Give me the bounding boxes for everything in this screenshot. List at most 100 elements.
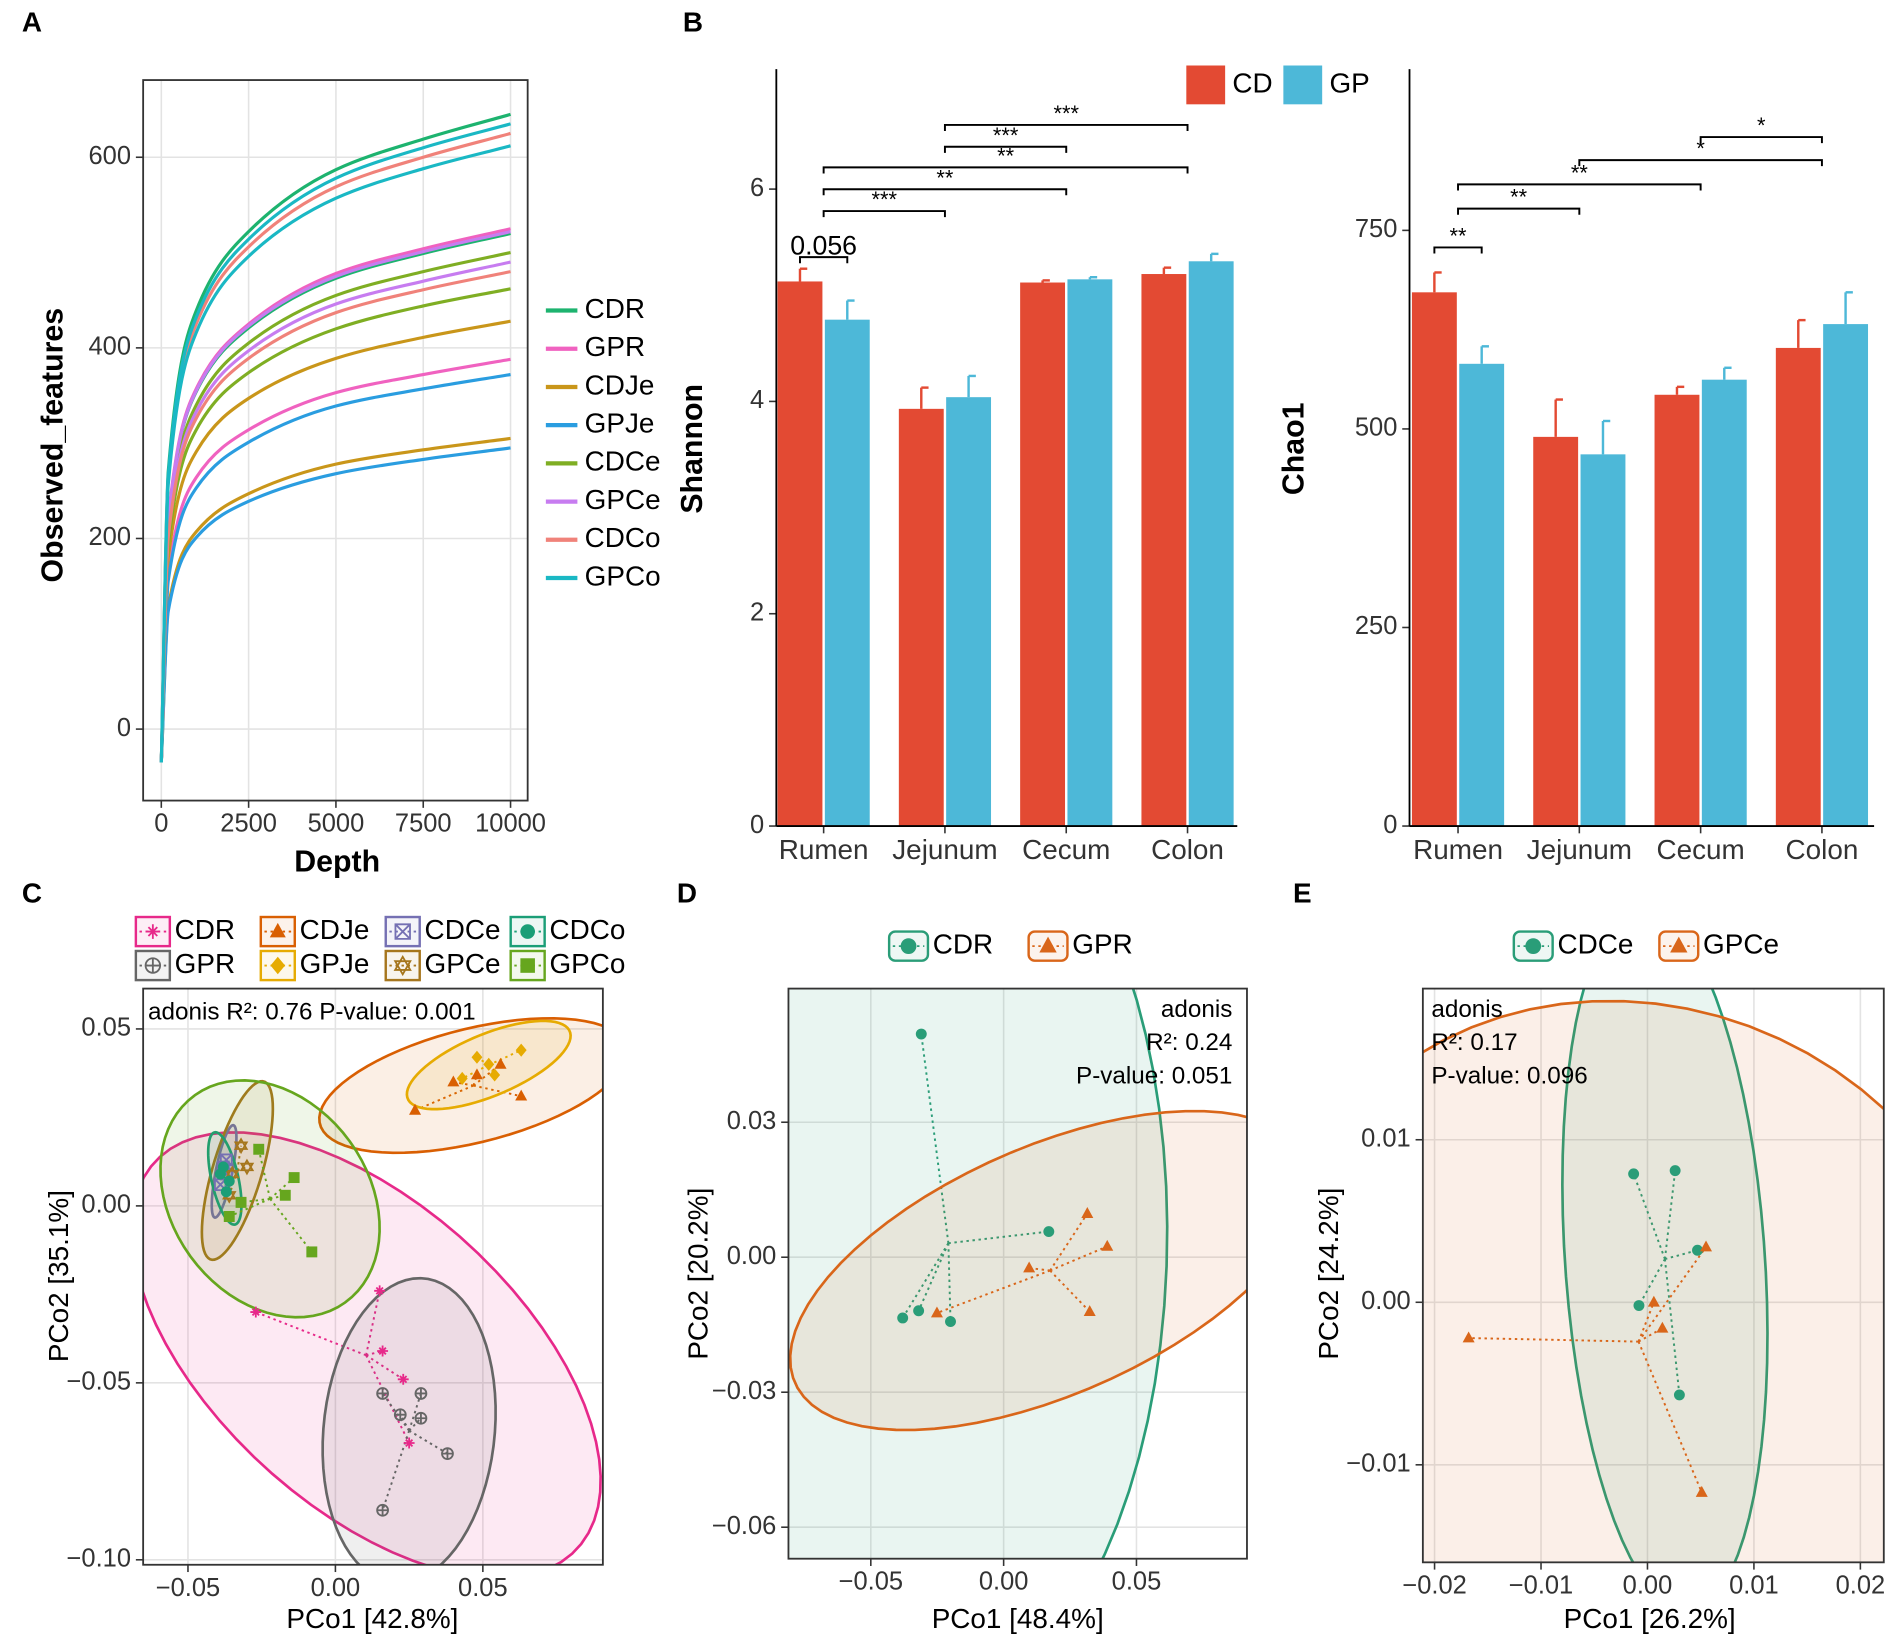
significance-label: ** bbox=[1450, 224, 1467, 249]
point bbox=[376, 1503, 389, 1517]
legend-marker bbox=[393, 954, 412, 977]
y-tick-label: 4 bbox=[750, 386, 764, 414]
y-tick-label: −0.03 bbox=[712, 1377, 776, 1405]
legend-label: CDCe bbox=[585, 446, 661, 477]
spider-line bbox=[1637, 1301, 1655, 1342]
point bbox=[483, 1057, 495, 1071]
point bbox=[233, 1137, 249, 1155]
legend-label: GPCo bbox=[585, 560, 661, 591]
spider-line bbox=[1637, 1246, 1707, 1343]
point bbox=[376, 1387, 389, 1400]
panel-letter: B bbox=[683, 7, 703, 38]
point bbox=[913, 1305, 925, 1317]
spider-line bbox=[255, 1311, 367, 1357]
spider-line bbox=[461, 1064, 490, 1080]
spider-line bbox=[472, 1074, 478, 1086]
rarefaction-curve bbox=[159, 446, 511, 763]
point bbox=[377, 1345, 389, 1357]
x-axis-title: PCo1 [26.2%] bbox=[1564, 1603, 1736, 1634]
x-axis-title: PCo1 [48.4%] bbox=[932, 1603, 1104, 1634]
y-axis-title: PCo2 [20.2%] bbox=[682, 1188, 713, 1360]
point bbox=[447, 1075, 460, 1087]
legend-label: GPCe bbox=[1703, 929, 1779, 960]
y-tick-label: 0.03 bbox=[727, 1107, 777, 1135]
significance-label: *** bbox=[1053, 101, 1079, 126]
y-tick-label: 250 bbox=[1355, 612, 1398, 640]
x-tick-label: Rumen bbox=[779, 834, 869, 865]
x-tick-label: 0.05 bbox=[458, 1574, 508, 1602]
legend-marker bbox=[900, 938, 917, 955]
y-tick-label: 6 bbox=[750, 174, 764, 202]
panel-letter: C bbox=[22, 878, 42, 909]
spider-line bbox=[936, 1269, 1051, 1314]
legend-label: CDCe bbox=[1557, 929, 1633, 960]
plot-frame bbox=[1421, 987, 1885, 1564]
point bbox=[1462, 1331, 1475, 1343]
bar bbox=[1459, 363, 1505, 827]
legend-label: CDJe bbox=[585, 369, 655, 400]
spider-line bbox=[257, 1149, 271, 1200]
legend-swatch bbox=[1283, 65, 1323, 105]
point bbox=[223, 1211, 235, 1222]
panel-letter: D bbox=[677, 878, 697, 909]
significance-bracket bbox=[1699, 136, 1823, 144]
spider-line bbox=[1049, 1245, 1108, 1272]
plot-layer bbox=[1422, 988, 1884, 1563]
spider-line bbox=[228, 1197, 271, 1218]
point bbox=[253, 1143, 265, 1155]
legend-label: CDR bbox=[175, 914, 235, 945]
spider-line bbox=[473, 1084, 522, 1098]
spider-line bbox=[236, 1145, 243, 1171]
legend-swatch bbox=[1186, 65, 1226, 105]
point bbox=[945, 1316, 956, 1328]
spider-line bbox=[901, 1242, 950, 1319]
legend-label: GP bbox=[1329, 67, 1369, 98]
bar bbox=[1533, 436, 1579, 827]
significance-label: ** bbox=[1510, 185, 1527, 210]
point bbox=[1101, 1239, 1114, 1251]
legend-label: GPJe bbox=[585, 408, 655, 439]
point bbox=[279, 1189, 291, 1201]
spider-line bbox=[1049, 1213, 1089, 1272]
point bbox=[1043, 1226, 1055, 1238]
y-axis-title: PCo2 [24.2%] bbox=[1313, 1188, 1344, 1360]
annotation: R²: 0.24 bbox=[1146, 1029, 1232, 1056]
x-tick-label: 0.02 bbox=[1836, 1571, 1886, 1599]
point bbox=[915, 1028, 927, 1040]
spider-line bbox=[365, 1354, 404, 1381]
x-tick-label: −0.05 bbox=[156, 1574, 220, 1602]
confidence-ellipse bbox=[1561, 988, 1769, 1563]
spider-line bbox=[408, 1417, 422, 1432]
annotation: R²: 0.17 bbox=[1431, 1029, 1517, 1056]
significance-label: *** bbox=[993, 123, 1019, 148]
plot-frame bbox=[787, 987, 1248, 1560]
point bbox=[1673, 1389, 1685, 1401]
y-axis-title: PCo2 [35.1%] bbox=[43, 1190, 74, 1362]
x-tick-label: 0.00 bbox=[1623, 1571, 1673, 1599]
significance-bracket bbox=[822, 210, 946, 218]
plot-background bbox=[1422, 988, 1884, 1563]
point bbox=[414, 1387, 428, 1400]
point bbox=[471, 1050, 483, 1064]
legend-label: GPR bbox=[585, 331, 645, 362]
spider-line bbox=[408, 1393, 422, 1431]
legend-marker bbox=[269, 922, 286, 938]
legend-marker bbox=[394, 923, 411, 940]
bar bbox=[824, 319, 870, 827]
confidence-ellipse bbox=[1422, 999, 1884, 1563]
point bbox=[214, 1168, 226, 1180]
confidence-ellipse bbox=[318, 1017, 603, 1155]
x-tick-label: Jejunum bbox=[1527, 834, 1632, 865]
point bbox=[1081, 1207, 1094, 1218]
y-axis-title: Observed_features bbox=[37, 308, 70, 583]
x-tick-label: 2500 bbox=[220, 810, 277, 838]
panel-letter: E bbox=[1293, 878, 1312, 909]
legend-label: CDCe bbox=[425, 914, 501, 945]
point bbox=[414, 1411, 428, 1425]
spider-line bbox=[408, 1429, 448, 1455]
legend-label: CDR bbox=[585, 293, 645, 324]
plot-layer bbox=[143, 1017, 603, 1565]
plot-frame bbox=[142, 987, 604, 1566]
bar bbox=[1141, 274, 1187, 827]
bar bbox=[946, 397, 992, 827]
